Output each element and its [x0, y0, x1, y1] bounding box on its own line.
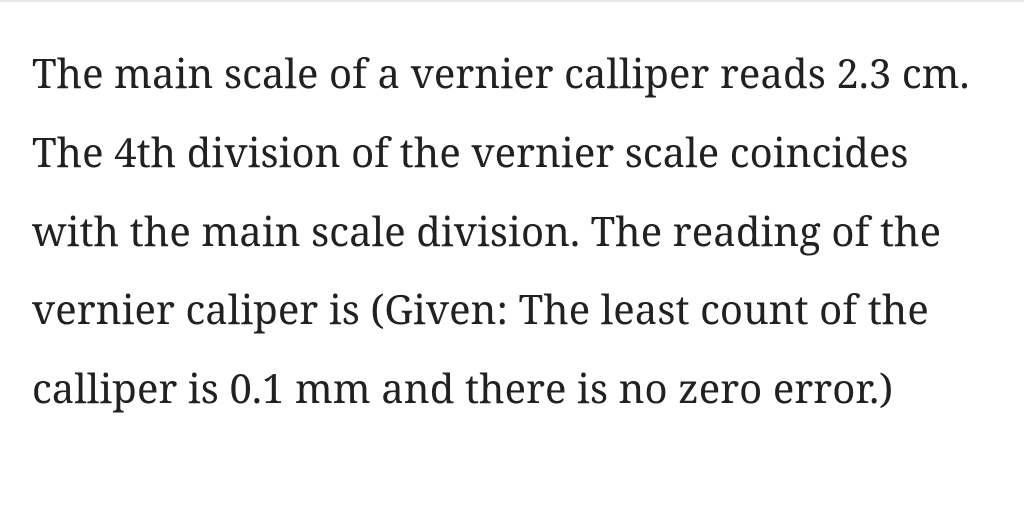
top-divider — [0, 0, 1024, 2]
document-page: The main scale of a vernier calliper rea… — [0, 0, 1024, 513]
question-text: The main scale of a vernier calliper rea… — [32, 34, 992, 428]
